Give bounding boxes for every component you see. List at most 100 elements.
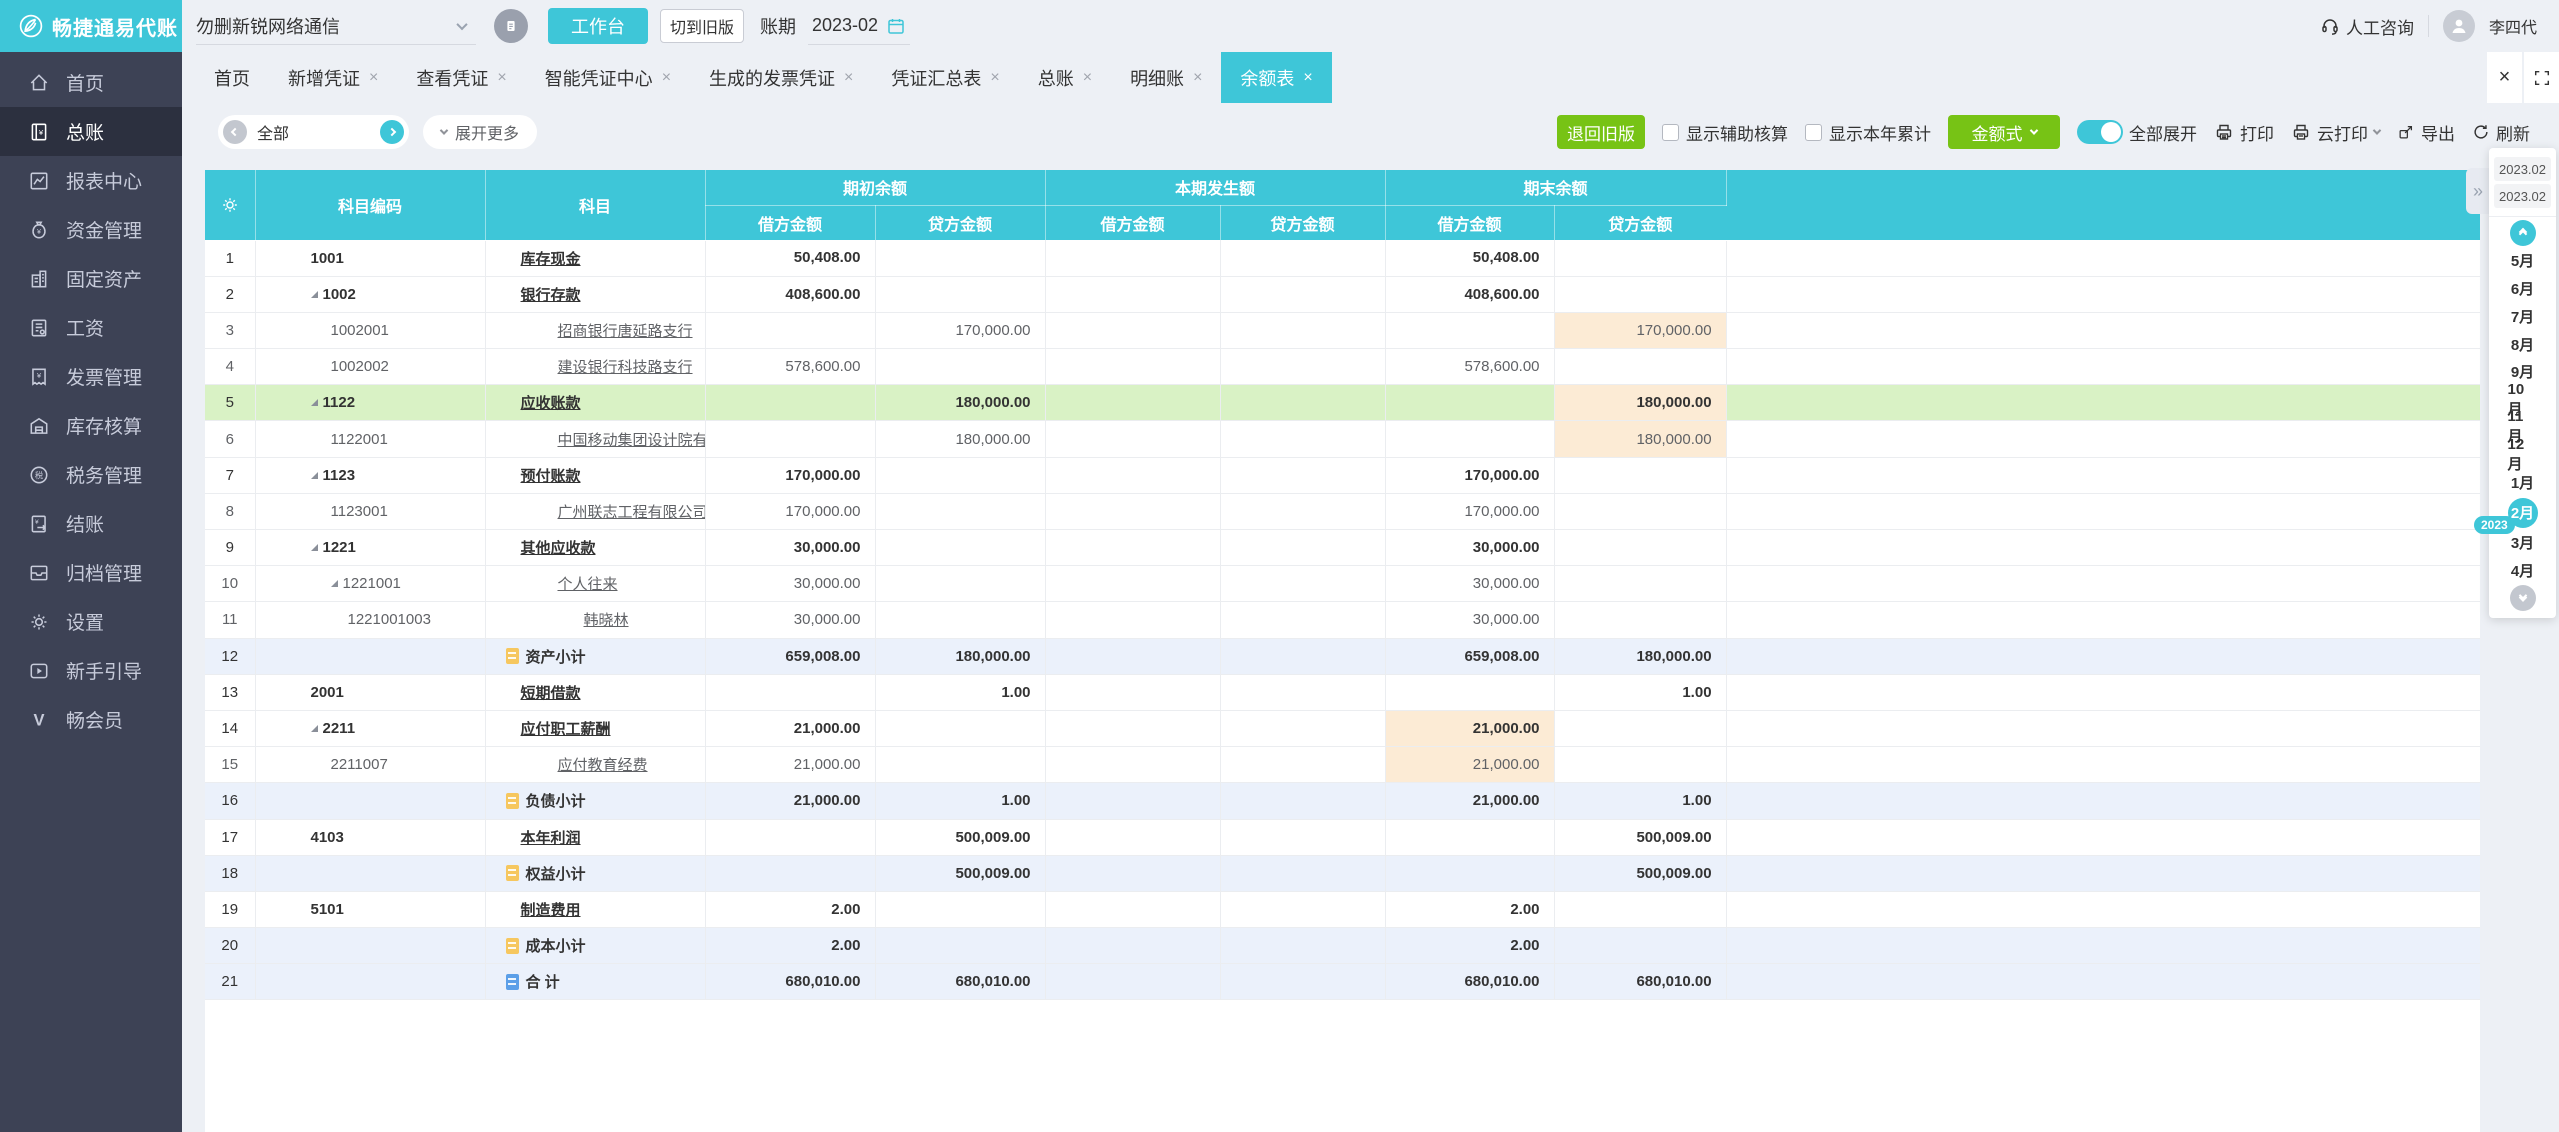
sidebar-item-11[interactable]: 归档管理 [0, 548, 182, 597]
table-row-16[interactable]: 16 负债小计 21,000.00 1.00 21,000.00 1.00 [205, 782, 2480, 820]
period-current-box[interactable]: 2023.02 [2494, 157, 2551, 181]
table-row-3[interactable]: 3 1002001 招商银行唐延路支行 170,000.00 170,000.00 [205, 312, 2480, 350]
user-avatar[interactable] [2442, 10, 2475, 42]
tab-生成的发票凭证[interactable]: 生成的发票凭证 × [690, 52, 872, 103]
expand-triangle-icon[interactable] [310, 725, 318, 733]
tab-首页[interactable]: 首页 [195, 52, 269, 103]
chevron-right-icon[interactable] [380, 120, 404, 144]
workbench-button[interactable]: 工作台 [548, 8, 648, 44]
scroll-up-icon[interactable] [2509, 219, 2536, 246]
close-icon[interactable]: × [1082, 68, 1093, 86]
subject-link[interactable]: 个人往来 [557, 576, 618, 594]
subject-link[interactable]: 韩晓林 [583, 612, 629, 630]
table-settings-gear-icon[interactable] [205, 170, 256, 241]
close-icon[interactable]: × [844, 68, 854, 86]
expand-all-toggle[interactable]: 全部展开 [2077, 120, 2197, 145]
show-aux-checkbox[interactable]: 显示辅助核算 [1662, 120, 1788, 145]
sidebar-item-6[interactable]: 工资 [0, 303, 182, 352]
show-ytd-checkbox[interactable]: 显示本年累计 [1805, 120, 1931, 145]
subject-link[interactable]: 中国移动集团设计院有限公司陕 [557, 431, 705, 449]
tab-余额表[interactable]: 余额表 × [1221, 52, 1332, 103]
expand-triangle-icon[interactable] [310, 399, 318, 407]
month-item-7月[interactable]: 7月 [2510, 308, 2535, 326]
month-item-6月[interactable]: 6月 [2510, 280, 2535, 298]
month-item-4月[interactable]: 4月 [2510, 562, 2535, 580]
sidebar-item-7[interactable]: ¥ 发票管理 [0, 352, 182, 401]
col-header-subject[interactable]: 科目 [485, 170, 706, 241]
subject-link[interactable]: 银行存款 [520, 286, 581, 304]
table-row-12[interactable]: 12 资产小计 659,008.00 180,000.00 659,008.00 180,… [205, 638, 2480, 675]
expand-triangle-icon[interactable] [310, 290, 318, 298]
month-item-12月[interactable]: 12月 [2507, 436, 2525, 474]
switch-old-version-button[interactable]: 切到旧版 [660, 9, 744, 43]
month-item-9月[interactable]: 9月 [2510, 364, 2535, 382]
sub-header-debit[interactable]: 借方金额 [1385, 205, 1555, 240]
close-tabs-button[interactable]: × [2487, 52, 2522, 103]
announcement-icon[interactable] [494, 9, 528, 43]
sidebar-item-9[interactable]: 税 税务管理 [0, 450, 182, 499]
back-to-old-button[interactable]: 退回旧版 [1557, 115, 1645, 149]
export-button[interactable]: 导出 [2397, 120, 2455, 145]
close-icon[interactable]: × [1303, 68, 1313, 86]
period-selected-box[interactable]: 2023.02 [2494, 184, 2551, 208]
user-name[interactable]: 李四代 [2488, 20, 2537, 37]
fullscreen-icon[interactable] [2524, 52, 2559, 103]
sub-header-debit[interactable]: 借方金额 [705, 205, 876, 240]
table-row-14[interactable]: 14 2211 应付职工薪酬 21,000.00 21,000.00 [205, 710, 2480, 748]
table-row-21[interactable]: 21 合 计 680,010.00 680,010.00 680,010.00 680,0… [205, 963, 2480, 1001]
table-row-20[interactable]: 20 成本小计 2.00 2.00 [205, 927, 2480, 965]
month-item-5月[interactable]: 5月 [2510, 253, 2535, 271]
toggle-on-icon[interactable] [2077, 120, 2123, 144]
sidebar-item-2[interactable]: ¥ 总账 [0, 107, 182, 156]
scope-selector[interactable]: 全部 [218, 115, 409, 149]
refresh-button[interactable]: 刷新 [2472, 120, 2530, 145]
expand-triangle-icon[interactable] [310, 544, 318, 552]
amount-style-button[interactable]: 金额式 [1948, 115, 2060, 149]
sidebar-item-13[interactable]: 新手引导 [0, 646, 182, 695]
table-row-10[interactable]: 10 1221001 个人往来 30,000.00 30,000.00 [205, 565, 2480, 603]
sidebar-item-12[interactable]: 设置 [0, 597, 182, 646]
table-row-18[interactable]: 18 权益小计 500,009.00 500,009.00 [205, 855, 2480, 892]
subject-link[interactable]: 应付职工薪酬 [520, 721, 611, 739]
subject-link[interactable]: 应收账款 [520, 395, 581, 413]
subject-link[interactable]: 建设银行科技路支行 [557, 359, 693, 377]
checkbox-icon[interactable] [1805, 123, 1822, 141]
scroll-down-icon[interactable] [2509, 585, 2536, 612]
sidebar-item-8[interactable]: 库存核算 [0, 401, 182, 450]
sidebar-item-5[interactable]: 固定资产 [0, 254, 182, 303]
subject-link[interactable]: 招商银行唐延路支行 [557, 322, 693, 340]
support-link[interactable]: 人工咨询 [2320, 14, 2414, 39]
table-row-7[interactable]: 7 1123 预付账款 170,000.00 170,000.00 [205, 457, 2480, 494]
sub-header-credit[interactable]: 贷方金额 [1220, 205, 1386, 240]
subject-link[interactable]: 库存现金 [520, 250, 581, 268]
close-icon[interactable]: × [990, 68, 1000, 86]
close-icon[interactable]: × [1193, 68, 1203, 86]
sub-header-credit[interactable]: 贷方金额 [1554, 205, 1727, 240]
tab-明细账[interactable]: 明细账 × [1111, 52, 1221, 103]
period-picker[interactable]: 2023-02 [808, 7, 911, 45]
table-row-19[interactable]: 19 5101 制造费用 2.00 2.00 [205, 891, 2480, 929]
tab-智能凭证中心[interactable]: 智能凭证中心 × [526, 52, 690, 103]
table-row-11[interactable]: 11 1221001003 韩晓林 30,000.00 30,000.00 [205, 601, 2480, 639]
expand-more-button[interactable]: 展开更多 [423, 115, 538, 149]
subject-link[interactable]: 制造费用 [520, 901, 581, 919]
checkbox-icon[interactable] [1662, 123, 1679, 141]
tab-凭证汇总表[interactable]: 凭证汇总表 × [872, 52, 1018, 103]
sidebar-item-10[interactable]: ¥ 结账 [0, 499, 182, 548]
subject-link[interactable]: 广州联志工程有限公司 [557, 503, 705, 521]
chevron-left-icon[interactable] [223, 120, 247, 144]
month-item-1月[interactable]: 1月 [2510, 475, 2535, 493]
close-icon[interactable]: × [497, 68, 507, 86]
table-row-1[interactable]: 1 1001 库存现金 50,408.00 50,408.00 [205, 240, 2480, 277]
close-icon[interactable]: × [661, 68, 672, 86]
close-icon[interactable]: × [369, 68, 379, 86]
col-header-code[interactable]: 科目编码 [255, 170, 486, 241]
table-row-8[interactable]: 8 1123001 广州联志工程有限公司 170,000.00 170,000.00 [205, 493, 2480, 531]
subject-link[interactable]: 其他应收款 [520, 540, 596, 558]
sub-header-credit[interactable]: 贷方金额 [875, 205, 1046, 240]
subject-link[interactable]: 应付教育经费 [557, 757, 648, 775]
table-row-4[interactable]: 4 1002002 建设银行科技路支行 578,600.00 578,600.00 [205, 348, 2480, 386]
cloud-print-button[interactable]: 云打印 [2291, 120, 2382, 145]
subject-link[interactable]: 预付账款 [520, 467, 581, 485]
table-row-6[interactable]: 6 1122001 中国移动集团设计院有限公司陕 180,000.00 180,000.… [205, 420, 2480, 458]
